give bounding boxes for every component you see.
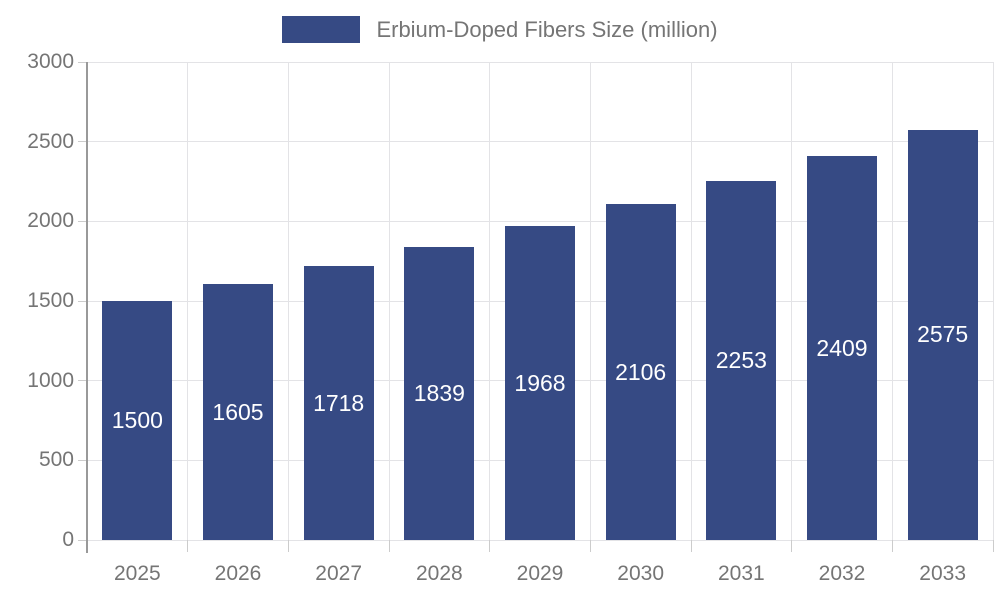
gridline-vertical: [187, 62, 189, 540]
gridline-horizontal: [87, 141, 993, 143]
y-axis-line: [86, 62, 88, 553]
bar-2033: 2575: [907, 129, 978, 540]
x-axis-tick: [589, 540, 591, 552]
bar-2025: 1500: [102, 301, 173, 540]
gridline-horizontal: [87, 61, 993, 63]
y-axis-tick: [78, 459, 86, 461]
bar-2027: 1718: [303, 266, 374, 540]
gridline-vertical: [891, 62, 893, 540]
bar-2030: 2106: [605, 204, 676, 540]
gridline-vertical: [589, 62, 591, 540]
plot-area: 1500 1605 1718 1839 1968 2106 2253 2409 2575: [87, 61, 994, 541]
x-axis-tick-label: 2027: [315, 562, 363, 585]
x-axis-tick: [791, 540, 793, 552]
y-axis-tick-label: 0: [62, 528, 74, 551]
bar-value-label: 2106: [615, 358, 667, 385]
legend-swatch-icon: [282, 16, 361, 43]
x-axis-tick-label: 2030: [617, 562, 665, 585]
x-axis-tick: [891, 540, 893, 552]
x-axis-tick-label: 2032: [818, 562, 866, 585]
bar-2026: 1605: [203, 284, 273, 540]
bar-value-label: 1839: [413, 379, 465, 406]
y-axis-tick-label: 3000: [27, 50, 74, 73]
gridline-horizontal: [87, 220, 993, 222]
bar-2029: 1968: [505, 226, 575, 540]
bar-2028: 1839: [404, 246, 475, 540]
x-axis-tick: [187, 540, 189, 552]
y-axis-tick-label: 500: [38, 448, 74, 472]
x-axis-tick: [690, 540, 692, 552]
x-axis-tick: [992, 540, 994, 552]
gridline-vertical: [489, 62, 491, 540]
y-axis-tick: [78, 380, 86, 382]
bar-2031: 2253: [706, 181, 777, 540]
bar-value-label: 2575: [917, 321, 969, 348]
bar-value-label: 1968: [514, 369, 566, 396]
x-axis-tick-label: 2031: [717, 562, 765, 585]
gridline-horizontal: [87, 539, 993, 541]
bar-value-label: 1718: [313, 389, 365, 416]
x-axis-tick-label: 2028: [415, 562, 463, 585]
y-axis-tick-label: 2000: [27, 209, 74, 233]
y-axis-tick: [78, 61, 86, 63]
x-axis-tick: [388, 540, 390, 552]
bar-2032: 2409: [807, 156, 877, 540]
x-axis-tick-label: 2025: [113, 562, 161, 585]
y-axis-tick-label: 1500: [27, 289, 74, 312]
gridline-vertical: [992, 62, 994, 540]
bar-value-label: 2409: [816, 334, 868, 361]
x-axis-tick-label: 2033: [919, 562, 967, 585]
x-axis-tick: [287, 540, 289, 552]
x-axis-tick-label: 2029: [516, 562, 564, 585]
gridline-vertical: [791, 62, 793, 540]
gridline-vertical: [690, 62, 692, 540]
chart-legend[interactable]: Erbium-Doped Fibers Size (million): [0, 16, 1000, 43]
gridline-vertical: [287, 62, 289, 540]
y-axis-tick-label: 2500: [27, 129, 74, 153]
bar-value-label: 1500: [111, 407, 163, 433]
y-axis-tick: [78, 300, 86, 302]
bar-value-label: 2253: [715, 347, 767, 373]
bar-value-label: 1605: [212, 398, 264, 425]
y-axis-tick: [78, 220, 86, 222]
x-axis-tick-label: 2026: [214, 562, 262, 585]
gridline-vertical: [388, 62, 390, 540]
x-axis-tick: [489, 540, 491, 552]
y-axis-tick-label: 1000: [27, 368, 74, 392]
legend-label: Erbium-Doped Fibers Size (million): [376, 17, 718, 42]
y-axis-tick: [78, 141, 86, 143]
y-axis-tick: [78, 539, 86, 541]
